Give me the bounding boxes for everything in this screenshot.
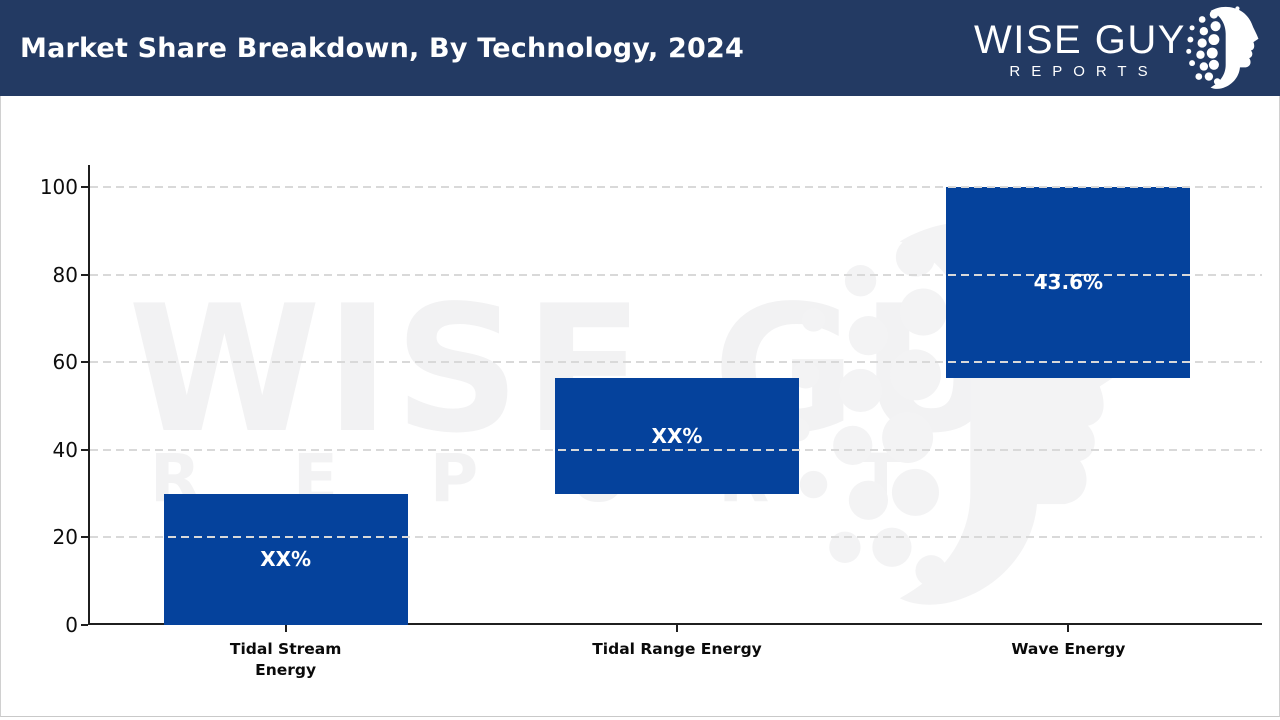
y-axis-tick-mark xyxy=(81,186,88,188)
gridline xyxy=(90,273,1262,276)
page-title: Market Share Breakdown, By Technology, 2… xyxy=(20,32,745,64)
bar-value-label: 43.6% xyxy=(1033,270,1104,295)
brand-name: WISE GUY xyxy=(973,17,1186,62)
x-axis-category-label: Wave Energy xyxy=(1011,640,1126,658)
y-axis-tick-label: 20 xyxy=(52,525,78,550)
bar-tidal-range-energy xyxy=(555,377,799,494)
gridline xyxy=(90,448,1262,451)
x-axis-tick-mark xyxy=(284,625,287,632)
gridline xyxy=(90,536,1262,539)
y-axis-tick-label: 0 xyxy=(65,613,78,637)
y-axis-tick-mark xyxy=(81,361,88,364)
y-axis-tick-label: 80 xyxy=(52,262,78,287)
y-axis-tick-label: 60 xyxy=(52,350,78,375)
y-axis-tick-label: 100 xyxy=(39,175,78,199)
dotted-head-profile-icon xyxy=(1186,6,1259,89)
bar-tidal-stream-energy xyxy=(163,493,408,625)
y-axis-tick-mark xyxy=(81,273,88,276)
y-axis-tick-mark xyxy=(81,624,88,626)
plot-area: 0 20 40 60 80 100 XX% Tidal Stream Energy XX% Tid… xyxy=(40,165,1262,679)
brand-subname: REPORTS xyxy=(1009,62,1159,80)
bar-value-label: XX% xyxy=(260,547,312,572)
gridline xyxy=(90,361,1262,364)
y-axis-tick-mark xyxy=(81,536,88,539)
y-axis-tick-label: 40 xyxy=(52,437,78,462)
brand-logo: WISE GUY REPORTS xyxy=(974,0,1266,96)
x-axis-tick-mark xyxy=(1067,625,1070,632)
x-axis-category-label: Tidal Stream Energy xyxy=(229,640,342,679)
y-axis-tick-mark xyxy=(81,448,88,451)
header-bar: Market Share Breakdown, By Technology, 2… xyxy=(0,0,1280,96)
brand-logo-text: WISE GUY REPORTS xyxy=(974,20,1186,79)
gridline xyxy=(90,186,1262,188)
bar-value-label: XX% xyxy=(651,423,703,448)
x-axis-tick-mark xyxy=(676,625,678,632)
x-axis-category-label: Tidal Range Energy xyxy=(592,640,762,658)
bar-wave-energy xyxy=(946,187,1191,378)
